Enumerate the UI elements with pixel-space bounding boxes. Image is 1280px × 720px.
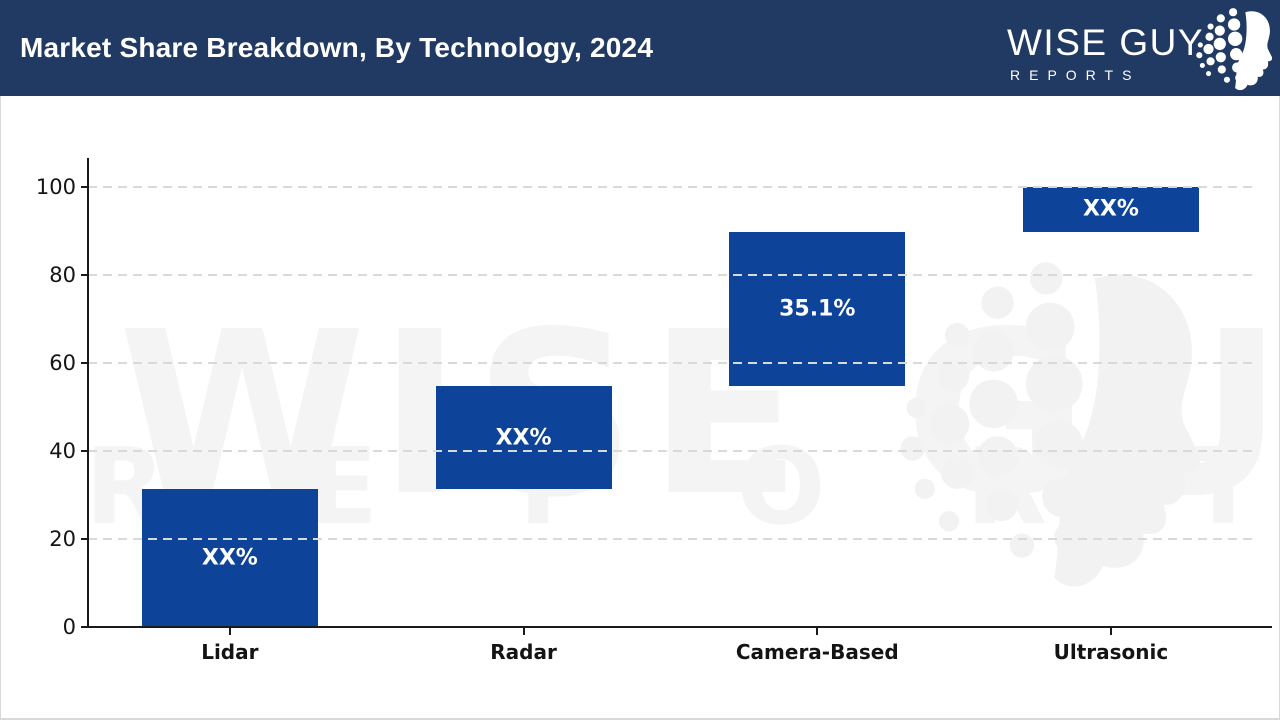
y-tick-label: 20 [49, 526, 76, 551]
x-tick-mark [522, 627, 525, 635]
x-tick-mark [228, 627, 231, 635]
gridline [88, 273, 1258, 276]
bar-camera-based [729, 231, 906, 387]
logo-wordmark: WISE GUY [1007, 22, 1205, 63]
brand-logo: WISE GUY REPORTS [1007, 4, 1272, 92]
watermark-head-dots-icon [900, 262, 1200, 587]
bar-ultrasonic [1022, 186, 1199, 232]
x-tick-mark [1109, 627, 1112, 635]
y-tick-label: 0 [62, 615, 76, 639]
page-border-left [0, 96, 1, 720]
x-tick-mark [816, 627, 819, 635]
gridline [88, 185, 1258, 188]
logo-head-dots-icon [1196, 8, 1272, 90]
x-axis-label: Ultrasonic [1053, 640, 1169, 664]
y-tick-mark [81, 273, 88, 276]
y-axis-spine [87, 158, 89, 628]
y-tick-label: 100 [35, 174, 76, 199]
bar-value-label: XX% [495, 425, 552, 451]
bar-value-label: XX% [201, 545, 258, 571]
y-tick-label: 40 [49, 438, 76, 463]
gridline [88, 449, 1258, 452]
x-axis-spine [86, 626, 1272, 628]
y-tick-mark [81, 361, 88, 364]
logo-subtitle: REPORTS [1010, 67, 1141, 83]
gridline [88, 361, 1258, 364]
bar-value-label: 35.1% [779, 296, 856, 322]
y-tick-label: 80 [49, 262, 76, 287]
bar-lidar [141, 488, 318, 627]
bar-value-label: XX% [1082, 196, 1139, 222]
chart-title: Market Share Breakdown, By Technology, 2… [20, 32, 654, 63]
x-axis-label: Radar [490, 640, 557, 664]
y-tick-mark [81, 626, 88, 628]
bar-radar [435, 386, 612, 489]
y-tick-mark [81, 449, 88, 452]
y-tick-mark [81, 537, 88, 540]
page-border-bottom [0, 718, 1280, 720]
y-tick-mark [81, 185, 88, 188]
gridline [88, 537, 1258, 540]
x-axis-label: Camera-Based [735, 640, 899, 664]
header: Market Share Breakdown, By Technology, 2… [0, 0, 1280, 96]
x-axis-label: Lidar [201, 640, 259, 664]
y-tick-label: 60 [49, 350, 76, 375]
